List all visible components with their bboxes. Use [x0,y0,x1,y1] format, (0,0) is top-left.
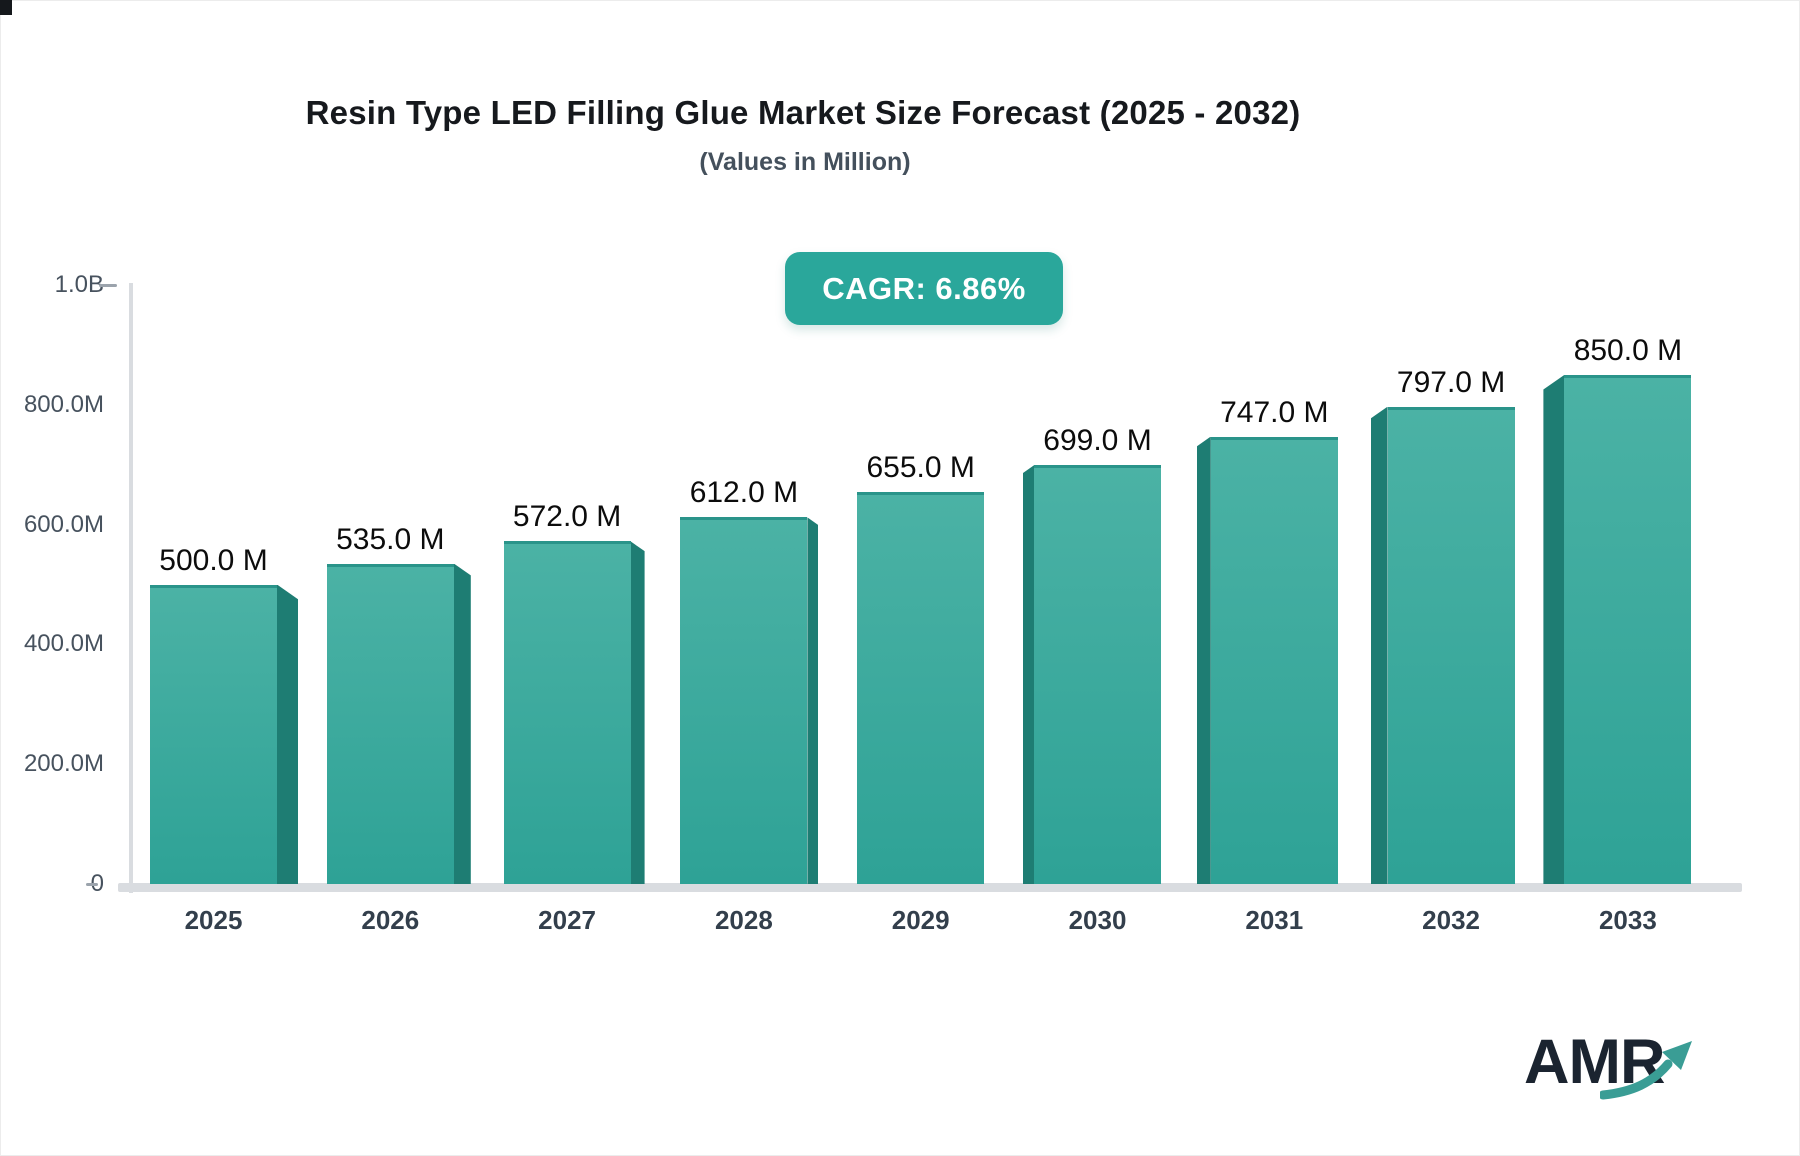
bar-2028[interactable] [680,517,808,884]
bar-value-label: 747.0 M [1220,395,1329,429]
bar-2026-side [453,563,471,884]
trend-up-arrow-icon [1600,1041,1692,1100]
bar-2032[interactable] [1387,406,1515,884]
bar-value-label: 699.0 M [1043,424,1152,458]
corner-artifact [0,0,12,15]
bar-2028-side [807,517,819,884]
x-axis-label: 2032 [1422,905,1481,935]
bar-2027[interactable] [503,541,631,884]
bar-2033-side [1543,374,1565,884]
x-axis-label: 2030 [1068,905,1127,935]
x-axis-label: 2025 [184,905,243,935]
x-axis-line [118,883,1742,892]
bar-value-label: 797.0 M [1396,365,1506,399]
bar-value-label: 572.0 M [512,500,622,534]
bar-value-label: 850.0 M [1573,333,1683,367]
bar-value-label: 655.0 M [866,450,975,484]
bar-value-label: 500.0 M [159,543,268,577]
x-axis-label: 2029 [891,905,950,935]
chart-subtitle: (Values in Million) [699,148,911,176]
bar-2032-side [1370,406,1388,884]
bar-2030-side [1023,465,1034,884]
bar-value-label: 535.0 M [336,522,445,556]
bar-2026[interactable] [326,563,454,884]
bar-2030[interactable] [1034,465,1161,884]
amr-logo: AMR [1524,1026,1724,1110]
chart-title: Resin Type LED Filling Glue Market Size … [305,94,1301,131]
cagr-badge: CAGR: 6.86% [785,252,1063,325]
bar-2025[interactable] [150,584,277,884]
bar-value-label: 612.0 M [689,476,799,510]
y-axis-line [129,283,133,893]
y-tick-label: 200.0M [23,750,104,778]
x-axis-label: 2026 [361,905,420,935]
y-tick-label: 600.0M [23,510,104,538]
bar-2027-side [630,541,645,884]
x-axis-label: 2028 [714,905,773,935]
x-axis-label: 2031 [1245,905,1304,935]
bar-2033[interactable] [1564,374,1692,884]
y-tick-label: 400.0M [23,630,104,658]
bar-2025-side [277,584,298,884]
x-axis-label: 2033 [1598,905,1657,935]
bar-2031[interactable] [1210,436,1338,884]
y-tick-dash [86,882,98,886]
y-tick-label: 1.0B [54,271,104,298]
x-axis-label: 2027 [538,905,597,935]
y-tick-dash [99,283,117,287]
y-tick-label: 800.0M [23,390,104,418]
bar-2031-side [1196,436,1211,884]
bar-2029[interactable] [857,491,985,884]
